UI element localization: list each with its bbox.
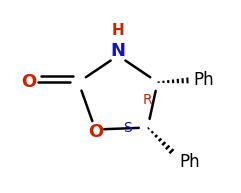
Text: R: R — [143, 93, 153, 107]
Text: O: O — [88, 124, 103, 141]
Text: Ph: Ph — [179, 153, 200, 171]
Text: S: S — [124, 121, 132, 135]
Text: O: O — [21, 73, 37, 91]
Text: N: N — [111, 42, 126, 60]
Text: Ph: Ph — [194, 71, 214, 89]
Text: H: H — [112, 24, 124, 38]
